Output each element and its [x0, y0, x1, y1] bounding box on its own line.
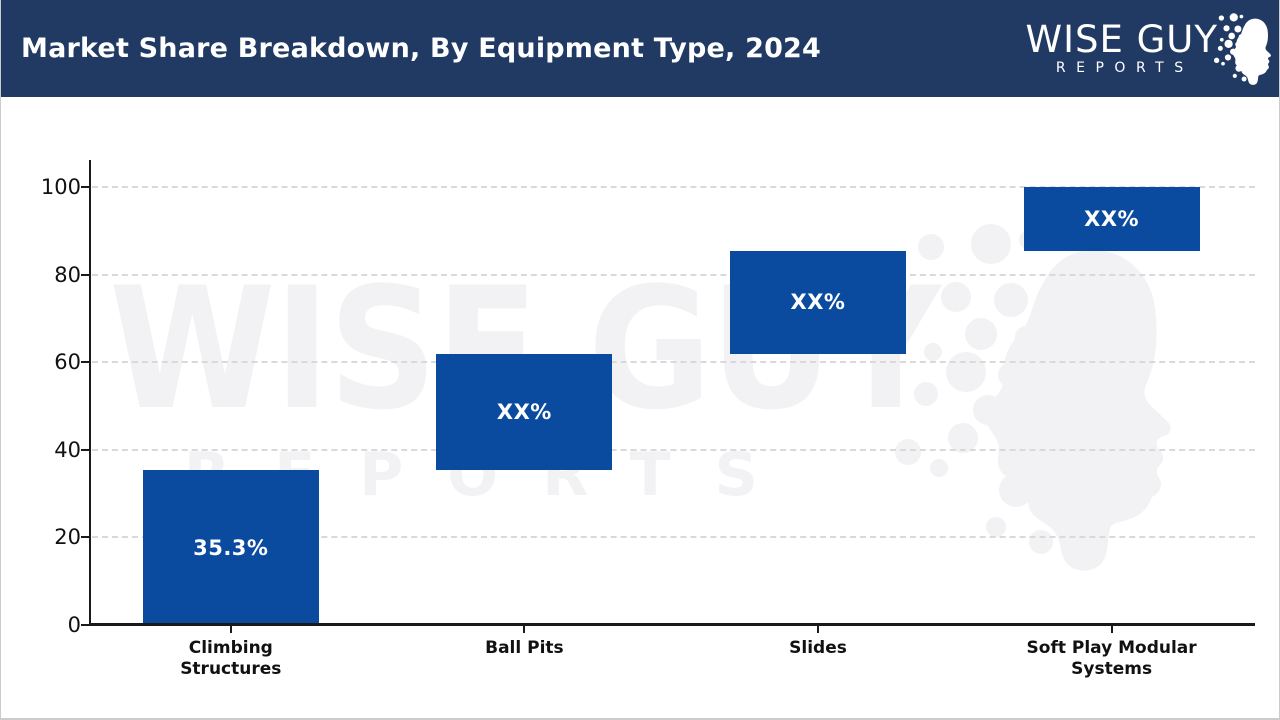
logo-wordmark: WISE GUY	[1025, 17, 1218, 61]
y-axis-tick-label: 100	[40, 175, 81, 199]
y-tick-mark	[81, 448, 90, 451]
gridline-40	[92, 448, 1255, 451]
bar-value-label-soft-play-modular-systems: XX%	[1084, 206, 1140, 231]
logo-subtitle: REPORTS	[1055, 60, 1194, 77]
bar-value-label-ball-pits: XX%	[496, 400, 552, 425]
y-tick-mark	[81, 536, 90, 539]
gridline-60	[92, 361, 1255, 364]
bar-climbing-structures: 35.3%	[142, 470, 319, 625]
header-bar: Market Share Breakdown, By Equipment Typ…	[1, 0, 1279, 97]
x-category-label-soft-play-modular-systems: Soft Play Modular Systems	[1026, 638, 1197, 680]
y-axis-line	[89, 160, 91, 626]
y-tick-mark	[81, 624, 90, 626]
bar-value-label-climbing-structures: 35.3%	[193, 535, 269, 560]
wise-guy-reports-logo: WISE GUY REPORTS	[1026, 12, 1272, 86]
y-tick-mark	[81, 361, 90, 364]
x-axis-line	[89, 623, 1255, 626]
chart-title: Market Share Breakdown, By Equipment Typ…	[21, 33, 822, 64]
gridline-80	[92, 273, 1255, 276]
x-tick-mark	[817, 626, 819, 633]
gridline-100	[92, 186, 1255, 188]
x-category-label-climbing-structures: Climbing Structures	[180, 638, 282, 680]
x-tick-mark	[523, 626, 526, 633]
bar-ball-pits: XX%	[436, 354, 613, 471]
x-category-label-slides: Slides	[789, 638, 847, 658]
x-tick-mark	[229, 626, 232, 633]
bar-slides: XX%	[730, 250, 906, 355]
x-tick-mark	[1110, 626, 1113, 633]
bar-soft-play-modular-systems: XX%	[1023, 187, 1200, 251]
y-axis-tick-label: 20	[54, 525, 81, 550]
gridline-20	[92, 536, 1255, 539]
bar-value-label-slides: XX%	[790, 290, 846, 315]
y-axis-tick-label: 60	[54, 350, 81, 375]
y-axis-tick-label: 80	[54, 262, 81, 287]
x-category-label-ball-pits: Ball Pits	[485, 638, 564, 658]
logo-text: WISE GUY REPORTS	[1025, 17, 1218, 77]
y-axis-tick-label: 0	[67, 613, 81, 637]
logo-head-icon	[1210, 12, 1272, 86]
y-tick-mark	[81, 273, 90, 276]
y-axis-tick-label: 40	[54, 437, 81, 462]
waterfall-chart: WISE GUY REPORTS 0 20 40 60 80 100 35.3% Climbi…	[1, 97, 1279, 718]
y-tick-mark	[81, 186, 90, 188]
plot-area: 0 20 40 60 80 100 35.3% Climbing Structures XX% B…	[1, 97, 1279, 718]
